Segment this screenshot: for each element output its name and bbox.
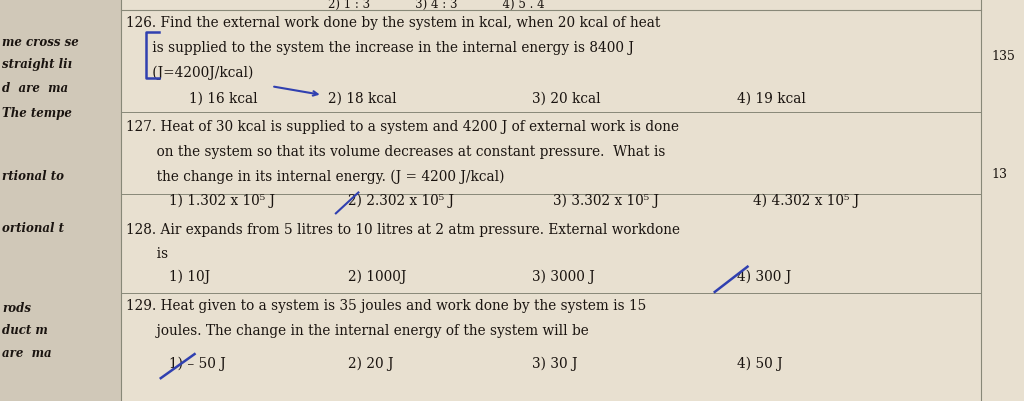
Text: is: is — [126, 247, 168, 261]
Text: 13: 13 — [991, 168, 1008, 181]
Text: 1) 16 kcal: 1) 16 kcal — [189, 91, 258, 105]
Text: 3) 30 J: 3) 30 J — [532, 357, 578, 371]
Text: 4) 4.302 x 10⁵ J: 4) 4.302 x 10⁵ J — [753, 193, 859, 208]
Text: 129. Heat given to a system is 35 joules and work done by the system is 15: 129. Heat given to a system is 35 joules… — [126, 299, 646, 313]
Text: joules. The change in the internal energy of the system will be: joules. The change in the internal energ… — [126, 324, 589, 338]
Text: me cross se: me cross se — [2, 36, 79, 49]
Text: 4) 50 J: 4) 50 J — [737, 357, 783, 371]
Text: is supplied to the system the increase in the internal energy is 8400 J: is supplied to the system the increase i… — [126, 41, 634, 55]
Text: 2) 20 J: 2) 20 J — [348, 357, 393, 371]
Text: 2) 2.302 x 10⁵ J: 2) 2.302 x 10⁵ J — [348, 193, 455, 208]
Text: rtional to: rtional to — [2, 170, 65, 183]
Text: on the system so that its volume decreases at constant pressure.  What is: on the system so that its volume decreas… — [126, 145, 666, 159]
Text: 1) 10J: 1) 10J — [169, 269, 210, 284]
Text: 128. Air expands from 5 litres to 10 litres at 2 atm pressure. External workdone: 128. Air expands from 5 litres to 10 lit… — [126, 223, 680, 237]
Text: 127. Heat of 30 kcal is supplied to a system and 4200 J of external work is done: 127. Heat of 30 kcal is supplied to a sy… — [126, 120, 679, 134]
Text: ortional t: ortional t — [2, 222, 65, 235]
Text: 3) 20 kcal: 3) 20 kcal — [532, 91, 601, 105]
Text: 2) 1000J: 2) 1000J — [348, 269, 407, 284]
Bar — [0, 0, 121, 401]
Text: the change in its internal energy. (J = 4200 J/kcal): the change in its internal energy. (J = … — [126, 170, 505, 184]
Text: 2) 1 : 3            3) 4 : 3            4) 5 . 4: 2) 1 : 3 3) 4 : 3 4) 5 . 4 — [328, 0, 545, 10]
Text: 4) 300 J: 4) 300 J — [737, 269, 792, 284]
Text: 4) 19 kcal: 4) 19 kcal — [737, 91, 806, 105]
Text: 135: 135 — [991, 51, 1015, 63]
Text: duct m: duct m — [2, 324, 48, 337]
Text: 3) 3.302 x 10⁵ J: 3) 3.302 x 10⁵ J — [553, 193, 659, 208]
Text: (J=4200J/kcal): (J=4200J/kcal) — [126, 66, 253, 80]
Text: The tempe: The tempe — [2, 107, 72, 119]
Text: 1) 1.302 x 10⁵ J: 1) 1.302 x 10⁵ J — [169, 193, 275, 208]
Text: 1) – 50 J: 1) – 50 J — [169, 357, 225, 371]
Text: 2) 18 kcal: 2) 18 kcal — [328, 91, 396, 105]
Text: 126. Find the external work done by the system in kcal, when 20 kcal of heat: 126. Find the external work done by the … — [126, 16, 660, 30]
Text: straight liı: straight liı — [2, 59, 72, 71]
Text: are  ma: are ma — [2, 347, 51, 360]
Text: d  are  ma: d are ma — [2, 82, 69, 95]
Text: rods: rods — [2, 302, 31, 315]
Text: 3) 3000 J: 3) 3000 J — [532, 269, 595, 284]
